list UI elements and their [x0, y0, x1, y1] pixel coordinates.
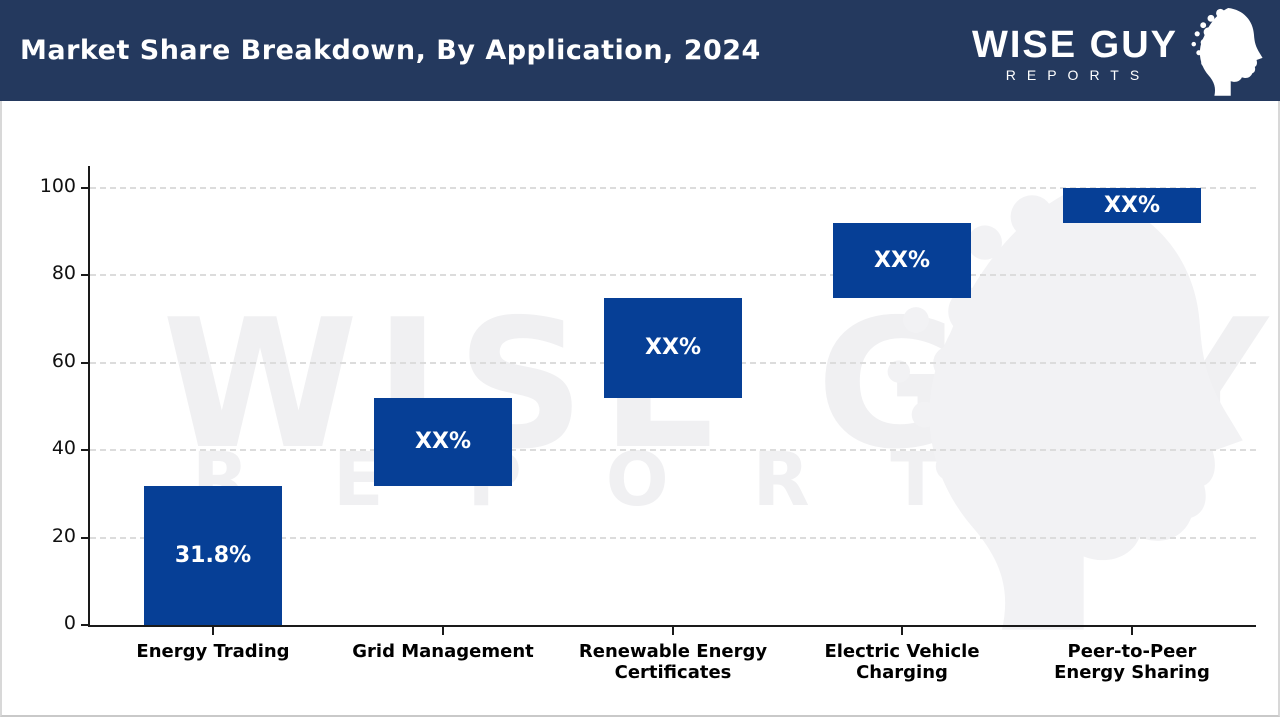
logo-wordmark: WISE GUY REPORTS [972, 25, 1178, 83]
bar-value-label: XX% [415, 429, 471, 455]
chart-area: WISE GUY REPORTS 02040608010031.8%XX%XX%… [0, 101, 1280, 717]
bar-segment: XX% [1063, 187, 1201, 223]
bar-segment: XX% [374, 397, 512, 486]
gridline-100 [90, 186, 1256, 189]
y-tick-mark-0 [81, 624, 89, 626]
gridline-80 [90, 274, 1256, 276]
x-tick-mark [901, 627, 903, 635]
category-label: Energy Trading [136, 641, 290, 662]
x-tick-mark [442, 627, 444, 635]
logo-reports-text: REPORTS [1005, 67, 1151, 83]
logo-head-icon [1191, 8, 1263, 96]
y-tick-label-0: 0 [63, 612, 76, 634]
bar-value-label: XX% [645, 335, 701, 361]
y-tick-mark-80 [81, 274, 89, 276]
bar-segment: XX% [833, 222, 971, 298]
bar-value-label: 31.8% [174, 542, 252, 568]
gridline-20 [90, 536, 1256, 539]
gridline-40 [90, 449, 1256, 451]
y-tick-label-40: 40 [51, 437, 76, 459]
x-tick-mark [672, 627, 674, 635]
watermark-head-icon [887, 191, 1243, 630]
category-label: Electric Vehicle Charging [824, 641, 980, 683]
chart-title: Market Share Breakdown, By Application, … [20, 35, 761, 66]
header-bar: Market Share Breakdown, By Application, … [0, 0, 1280, 101]
bar-segment: 31.8% [144, 485, 282, 625]
bar-segment: XX% [604, 297, 742, 398]
y-tick-mark-100 [81, 186, 89, 189]
x-tick-mark [212, 627, 214, 635]
category-label: Grid Management [352, 641, 534, 662]
y-tick-mark-20 [81, 536, 89, 539]
wise-guy-reports-logo: WISE GUY REPORTS [972, 6, 1266, 96]
y-tick-mark-60 [81, 361, 89, 364]
watermark-reports-text: REPORTS [192, 437, 1163, 523]
y-tick-label-100: 100 [39, 174, 76, 197]
logo-wiseguy-text: WISE GUY [971, 24, 1178, 66]
bar-value-label: XX% [1104, 192, 1160, 218]
y-axis-line [88, 166, 90, 627]
category-label: Peer-to-Peer Energy Sharing [1054, 641, 1210, 683]
x-tick-mark [1131, 627, 1133, 635]
y-tick-label-20: 20 [51, 524, 76, 547]
y-tick-label-80: 80 [51, 262, 76, 284]
bar-value-label: XX% [874, 247, 930, 273]
category-label: Renewable Energy Certificates [578, 641, 768, 683]
x-axis-line [88, 625, 1256, 627]
y-tick-label-60: 60 [51, 349, 76, 372]
y-tick-mark-40 [81, 449, 89, 451]
